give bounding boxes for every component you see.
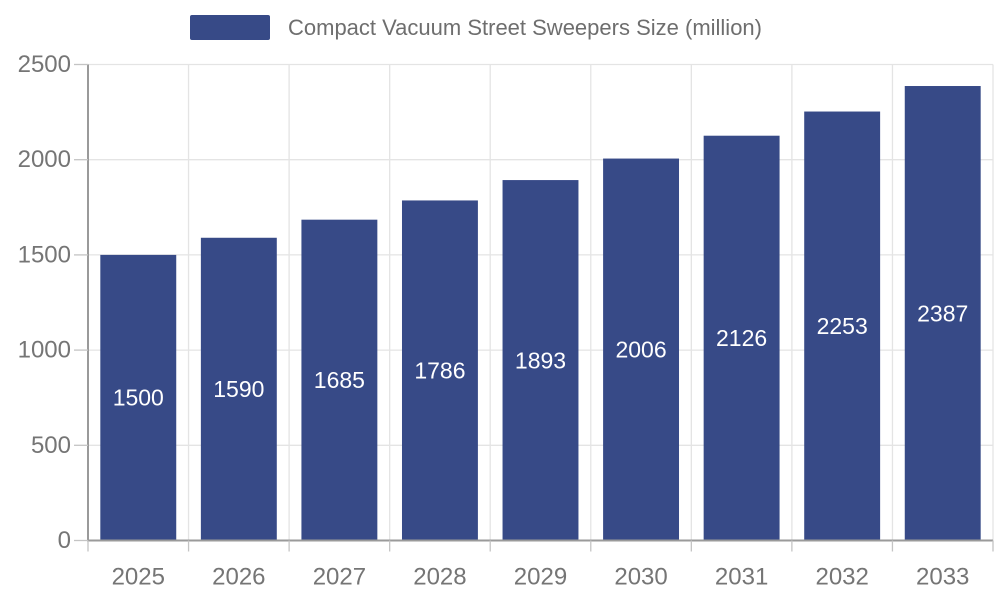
x-tick-label: 2027: [313, 564, 366, 591]
legend[interactable]: Compact Vacuum Street Sweepers Size (mil…: [190, 15, 762, 40]
x-tick-label: 2030: [614, 564, 667, 591]
y-tick-label: 1500: [18, 241, 71, 268]
x-tick-label: 2032: [815, 564, 868, 591]
y-tick-label: 0: [58, 527, 71, 554]
y-tick-label: 500: [31, 432, 71, 459]
bar[interactable]: [502, 180, 579, 541]
x-tick-label: 2028: [413, 564, 466, 591]
bar[interactable]: [703, 135, 780, 541]
bar-value-label: 2126: [716, 325, 767, 351]
legend-label: Compact Vacuum Street Sweepers Size (mil…: [288, 14, 762, 40]
bar[interactable]: [301, 219, 378, 541]
bar[interactable]: [401, 200, 478, 541]
y-tick-label: 2500: [18, 51, 71, 78]
x-tick-label: 2026: [212, 564, 265, 591]
legend-swatch-icon: [190, 15, 270, 40]
bar-value-label: 2006: [615, 337, 666, 363]
x-tick-label: 2033: [916, 564, 969, 591]
x-tick-label: 2025: [112, 564, 165, 591]
bar[interactable]: [200, 237, 277, 541]
bar-value-label: 1590: [213, 376, 264, 402]
x-tick-label: 2029: [514, 564, 567, 591]
bar-value-label: 1786: [414, 357, 465, 383]
bar-value-label: 1893: [515, 347, 566, 373]
bar[interactable]: [100, 254, 177, 541]
bar-value-label: 2253: [817, 313, 868, 339]
bar-value-label: 1685: [314, 367, 365, 393]
bar-value-label: 2387: [917, 300, 968, 326]
y-tick-label: 2000: [18, 146, 71, 173]
bar[interactable]: [804, 111, 881, 541]
bar[interactable]: [904, 86, 981, 541]
bar[interactable]: [603, 158, 680, 541]
bar-value-label: 1500: [113, 385, 164, 411]
x-tick-label: 2031: [715, 564, 768, 591]
y-tick-label: 1000: [18, 337, 71, 364]
